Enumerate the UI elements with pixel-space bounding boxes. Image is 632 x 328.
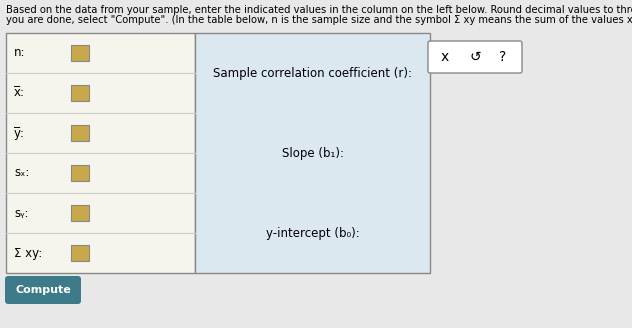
Text: ↺: ↺ (469, 50, 481, 64)
Text: sᵧ:: sᵧ: (14, 207, 28, 219)
Bar (71, 205, 89, 221)
Bar (71, 45, 89, 61)
Text: you are done, select "Compute". (In the table below, n is the sample size and th: you are done, select "Compute". (In the … (6, 15, 632, 25)
Text: Sample correlation coefficient (r):: Sample correlation coefficient (r): (213, 67, 412, 79)
FancyBboxPatch shape (5, 276, 81, 304)
FancyBboxPatch shape (428, 41, 522, 73)
Text: Based on the data from your sample, enter the indicated values in the column on : Based on the data from your sample, ente… (6, 5, 632, 15)
Text: Slope (b₁):: Slope (b₁): (281, 147, 344, 159)
Text: sₓ:: sₓ: (14, 167, 29, 179)
Bar (71, 165, 89, 181)
Text: x̅:: x̅: (14, 87, 25, 99)
Text: Compute: Compute (15, 285, 71, 295)
Bar (6, 33, 195, 273)
Bar (71, 85, 89, 101)
Text: Σ xy:: Σ xy: (14, 247, 42, 259)
Text: x: x (441, 50, 449, 64)
Text: n:: n: (14, 47, 25, 59)
Text: y̅:: y̅: (14, 127, 25, 139)
Text: ?: ? (499, 50, 507, 64)
Text: y-intercept (b₀):: y-intercept (b₀): (265, 227, 360, 239)
Bar (71, 245, 89, 261)
Bar (195, 33, 430, 273)
Bar (71, 125, 89, 141)
